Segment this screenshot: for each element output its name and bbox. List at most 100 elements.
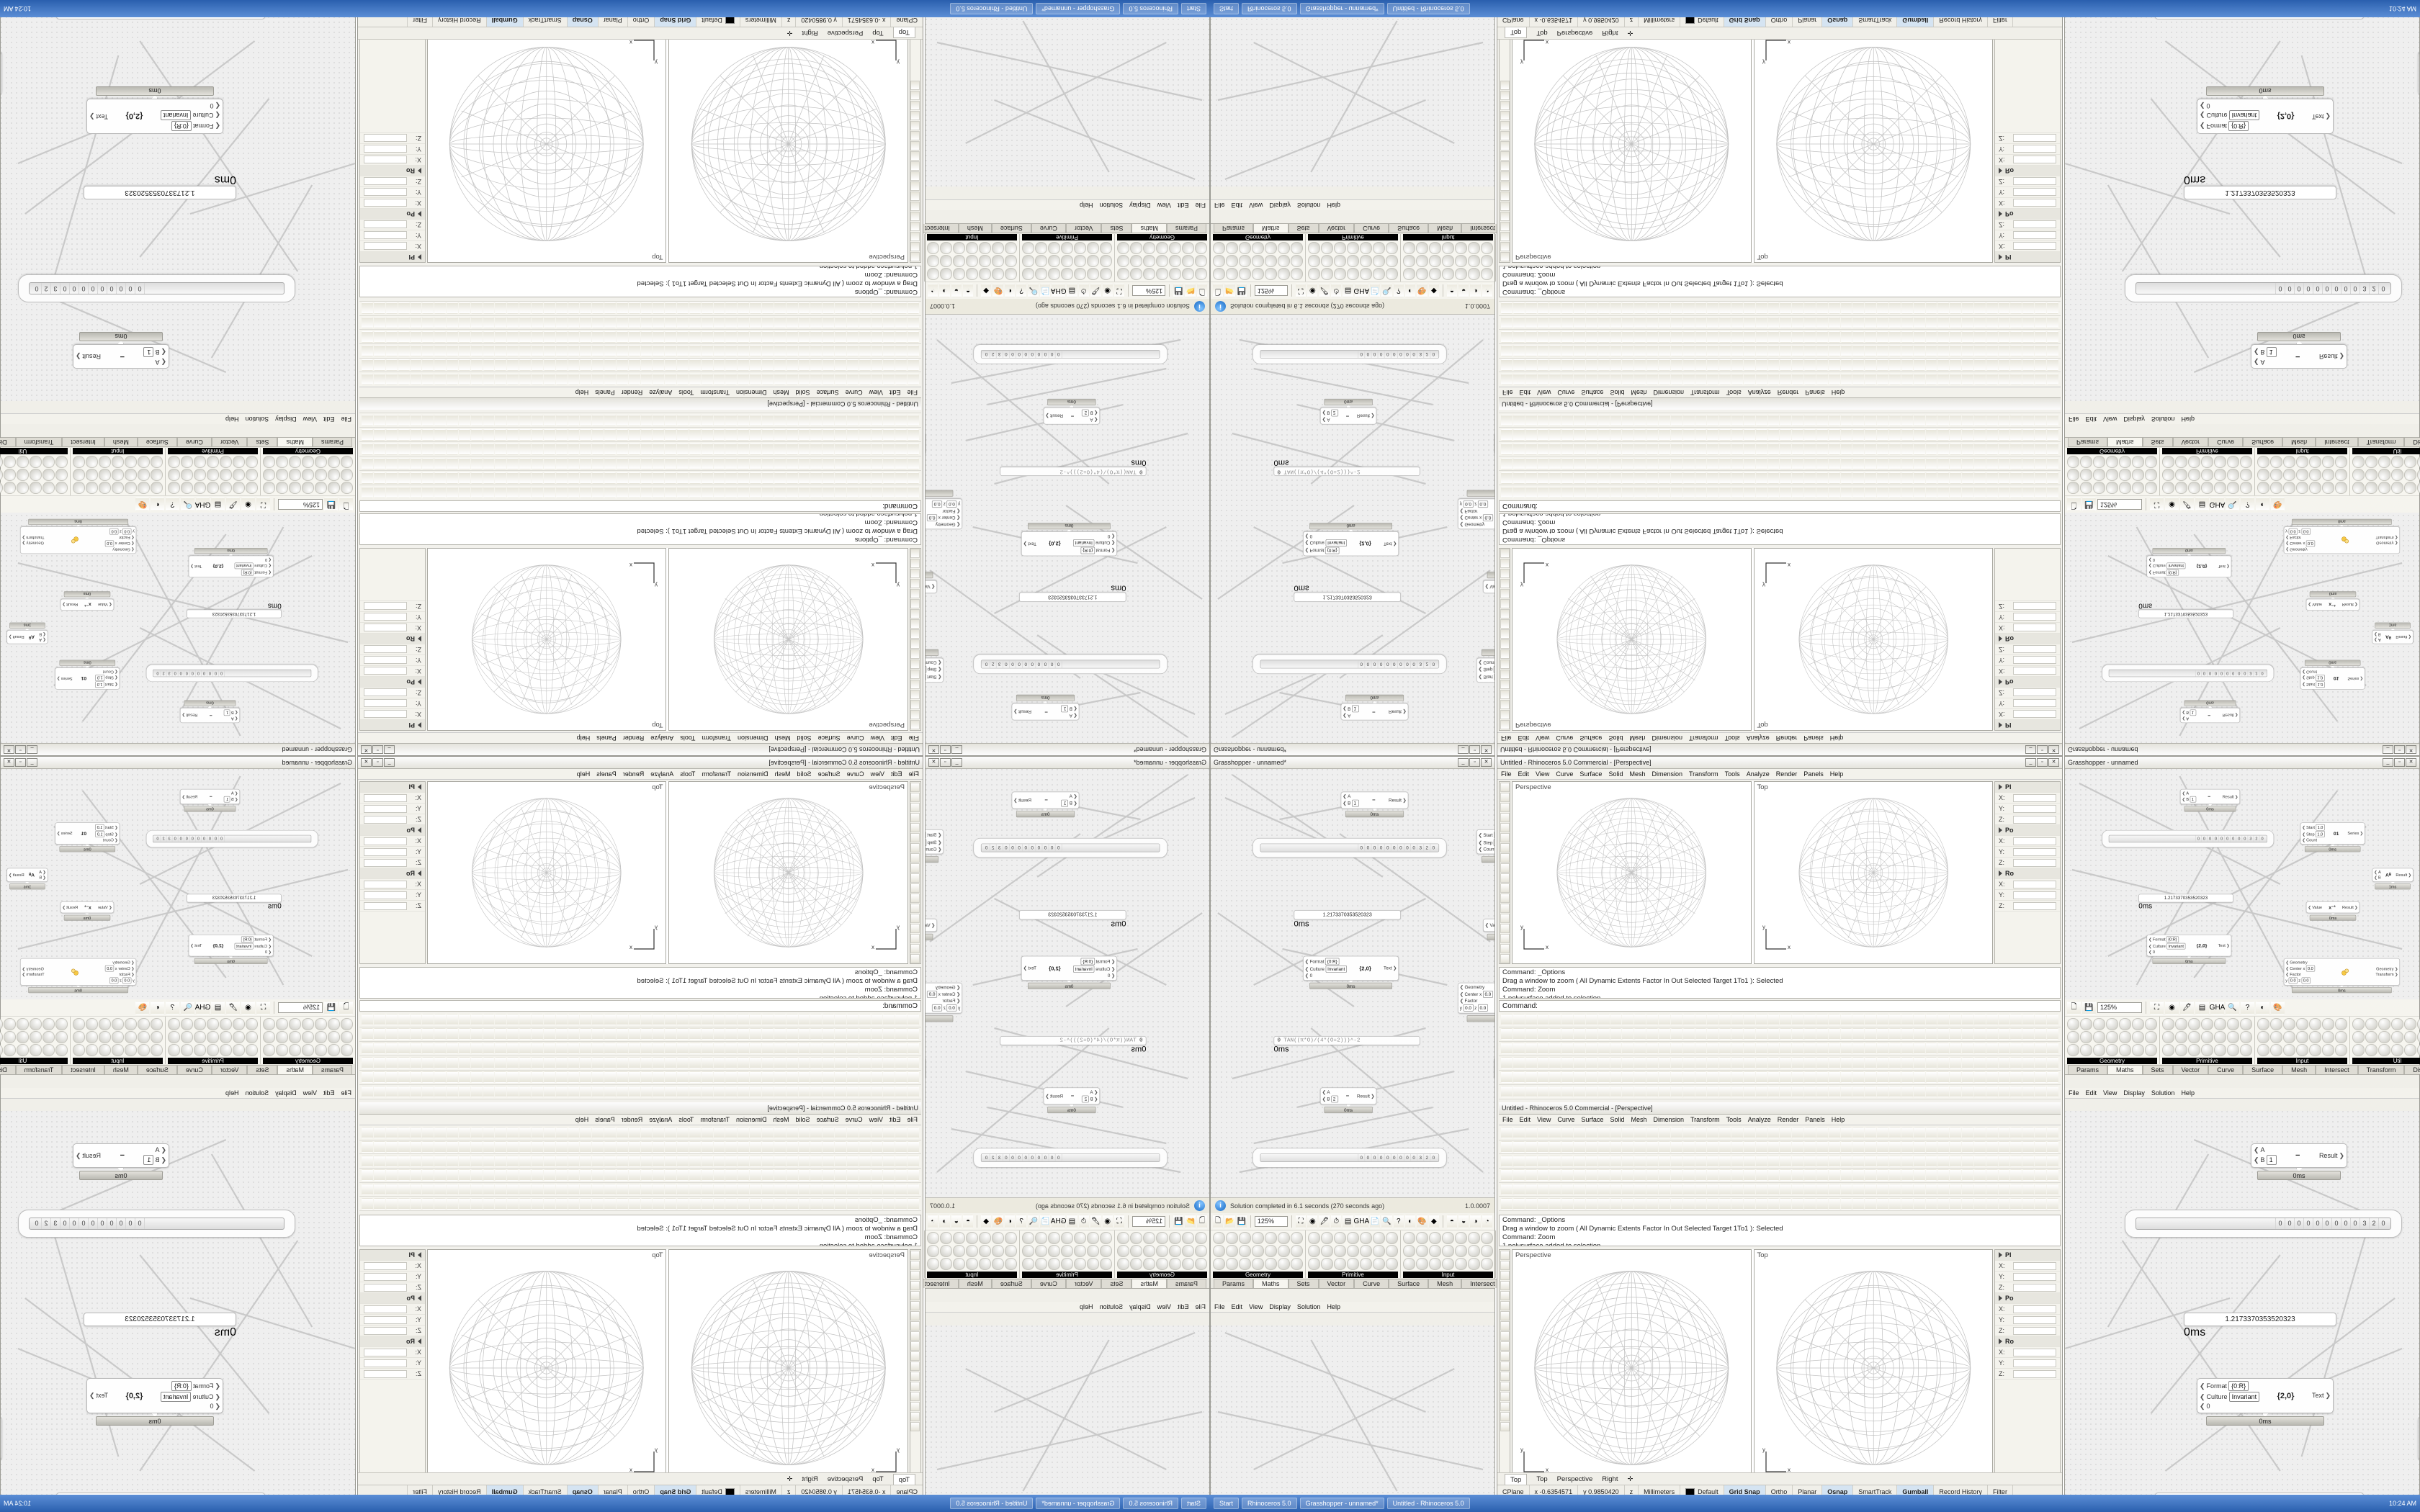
rhino-tool-icon[interactable] — [665, 457, 677, 469]
rhino-tool-icon[interactable] — [798, 1043, 810, 1055]
rhino-tool-icon[interactable] — [1658, 330, 1670, 343]
gh-output-param[interactable]: Result ❯ — [182, 713, 197, 718]
gh-input-param[interactable]: ❯ B 1 — [223, 709, 238, 716]
gh-component-icon[interactable] — [1005, 1245, 1017, 1257]
rhino-tool-icon[interactable] — [592, 414, 604, 426]
menu-item-mesh[interactable]: Mesh — [774, 734, 791, 742]
paint-icon[interactable]: 🎨 — [1417, 284, 1428, 297]
rhino-tool-icon[interactable] — [616, 1057, 628, 1069]
rhino-tool-icon[interactable] — [1549, 302, 1561, 315]
rhino-tool-icon[interactable] — [385, 330, 398, 343]
gh-param-value[interactable]: 1 — [223, 709, 230, 716]
rhino-side-tool-icon[interactable] — [910, 833, 920, 842]
menu-item-render[interactable]: Render — [621, 1116, 643, 1123]
gh-component-icon[interactable] — [1022, 1258, 1034, 1270]
rhino-tool-icon[interactable] — [750, 1169, 762, 1182]
rhino-tool-icon[interactable] — [725, 1140, 738, 1153]
gh-component-icon[interactable] — [276, 1044, 288, 1056]
rhino-tool-icon[interactable] — [1585, 414, 1597, 426]
rhino-tool-icon[interactable] — [1597, 345, 1610, 357]
rhino-tool-icon[interactable] — [835, 414, 846, 426]
expander-triangle-icon[interactable] — [1999, 254, 2002, 260]
gh-input-nub-icon[interactable]: ❯ — [2285, 541, 2289, 546]
rhino-tool-icon[interactable] — [1865, 414, 1877, 426]
rhino-tool-icon[interactable] — [640, 1197, 653, 1210]
gh-component-icon[interactable] — [138, 1031, 150, 1043]
gh-component-icon[interactable] — [42, 482, 55, 494]
rhino-tool-icon[interactable] — [1585, 359, 1597, 372]
rhino-titlebar-2[interactable]: Untitled - Rhinoceros 5.0 Commercial - [… — [1499, 397, 2061, 410]
rhino-side-tool-icon[interactable] — [910, 944, 920, 953]
rhino-tool-icon[interactable] — [1731, 317, 1743, 329]
rhino-tool-icon[interactable] — [495, 486, 507, 498]
rhino-tool-icon[interactable] — [1901, 486, 1913, 498]
rhino-tool-icon[interactable] — [1925, 414, 1937, 426]
gh-input-nub-icon[interactable]: ❯ — [268, 570, 272, 575]
rhino-tool-icon[interactable] — [495, 1140, 507, 1153]
rhino-titlebar[interactable]: Untitled - Rhinoceros 5.0 Commercial - [… — [358, 743, 923, 755]
rhino-tool-icon[interactable] — [374, 1140, 385, 1153]
gh-input-param[interactable]: ❯ B 1 — [1061, 705, 1077, 713]
gh-component-icon[interactable] — [2322, 469, 2334, 481]
rhino-tool-icon[interactable] — [1792, 359, 1804, 372]
rhino-tool-icon[interactable] — [568, 457, 580, 469]
cluster-icon[interactable]: ▤ — [1343, 284, 1353, 297]
gh-component-icon[interactable] — [1117, 268, 1129, 280]
rhino-tool-icon[interactable] — [701, 317, 713, 329]
property-value-field[interactable] — [2013, 656, 2056, 665]
rhino-tool-icon[interactable] — [725, 1169, 738, 1182]
gh-input-param[interactable]: ❯ Geometry — [936, 522, 960, 527]
gh-slider-digit[interactable]: 0 — [195, 670, 202, 677]
rhino-tool-icon[interactable] — [859, 345, 871, 357]
gh-component-icon[interactable] — [966, 255, 978, 267]
rhino-tool-icon[interactable] — [762, 1155, 774, 1167]
rhino-side-tool-icon[interactable] — [1500, 101, 1510, 110]
gh-component-icon[interactable] — [2162, 469, 2174, 481]
rhino-side-tool-icon[interactable] — [910, 121, 920, 130]
gh-slider-digit[interactable]: 2 — [161, 670, 167, 677]
property-group-header[interactable]: Ro — [360, 633, 425, 644]
rhino-tool-icon[interactable] — [1501, 443, 1512, 455]
gh-param-value[interactable]: {0:R} — [1080, 958, 1095, 966]
rhino-tool-icon[interactable] — [1998, 443, 2010, 455]
gh-output-nub-icon[interactable]: ❯ — [190, 564, 194, 570]
rhino-tool-icon[interactable] — [1780, 486, 1792, 498]
gh-input-param[interactable]: ❯ Culture Invariant — [2200, 110, 2260, 120]
gh-slider-digit[interactable]: 2 — [42, 283, 51, 294]
rhino-tool-icon[interactable] — [507, 330, 519, 343]
rhino-tool-icon[interactable] — [580, 1155, 592, 1167]
rhino-tool-icon[interactable] — [1962, 486, 1973, 498]
gh-component-subtraction-a[interactable]: ❯ A ❯ B 1− Result ❯ 0ms — [1340, 694, 1409, 721]
gh-input-param[interactable]: ❯ A — [1343, 713, 1350, 719]
rhino-tool-icon[interactable] — [2046, 414, 2058, 426]
rhino-tool-icon[interactable] — [362, 414, 374, 426]
rhino-tool-icon[interactable] — [846, 1140, 859, 1153]
menu-item-display[interactable]: Display — [1129, 1303, 1151, 1310]
rhino-tool-icon[interactable] — [835, 330, 846, 343]
rhino-tool-icon[interactable] — [1537, 302, 1549, 315]
zoom-extents-icon-2[interactable]: ⛶ — [256, 1001, 270, 1014]
gh-component-icon[interactable] — [2270, 469, 2282, 481]
rhino-tool-icon[interactable] — [1986, 373, 1998, 385]
rhino-tool-icon[interactable] — [1780, 359, 1792, 372]
gh-component-icon[interactable] — [1226, 242, 1238, 254]
rhino-tool-icon[interactable] — [422, 457, 434, 469]
gh-slider-digit[interactable]: 0 — [1009, 844, 1016, 852]
gh-slider-digit[interactable]: 0 — [2259, 670, 2265, 677]
rhino-tool-icon[interactable] — [532, 1169, 543, 1182]
rhino-tool-icon[interactable] — [677, 414, 689, 426]
rhino-tool-icon[interactable] — [628, 1043, 640, 1055]
gh-toolbar[interactable]: 🗋 📂 💾 125% ⛶ ◉ 🖊 ⏱ ▤ GHA 📄 🔍 ? ◐ — [1211, 282, 1494, 299]
rhino-tool-icon[interactable] — [532, 414, 543, 426]
gh-component-icon[interactable] — [1252, 242, 1264, 254]
rhino-tool-icon[interactable] — [422, 1071, 434, 1084]
compile-icon[interactable]: GHA — [1051, 1215, 1067, 1228]
gh-component-icon[interactable] — [4, 1018, 16, 1030]
rhino-tool-icon[interactable] — [1852, 472, 1865, 484]
gh-component-icon[interactable] — [2188, 456, 2200, 468]
rhino-tool-icon[interactable] — [1574, 443, 1585, 455]
widget-4-icon[interactable]: ◔ — [928, 1215, 938, 1228]
